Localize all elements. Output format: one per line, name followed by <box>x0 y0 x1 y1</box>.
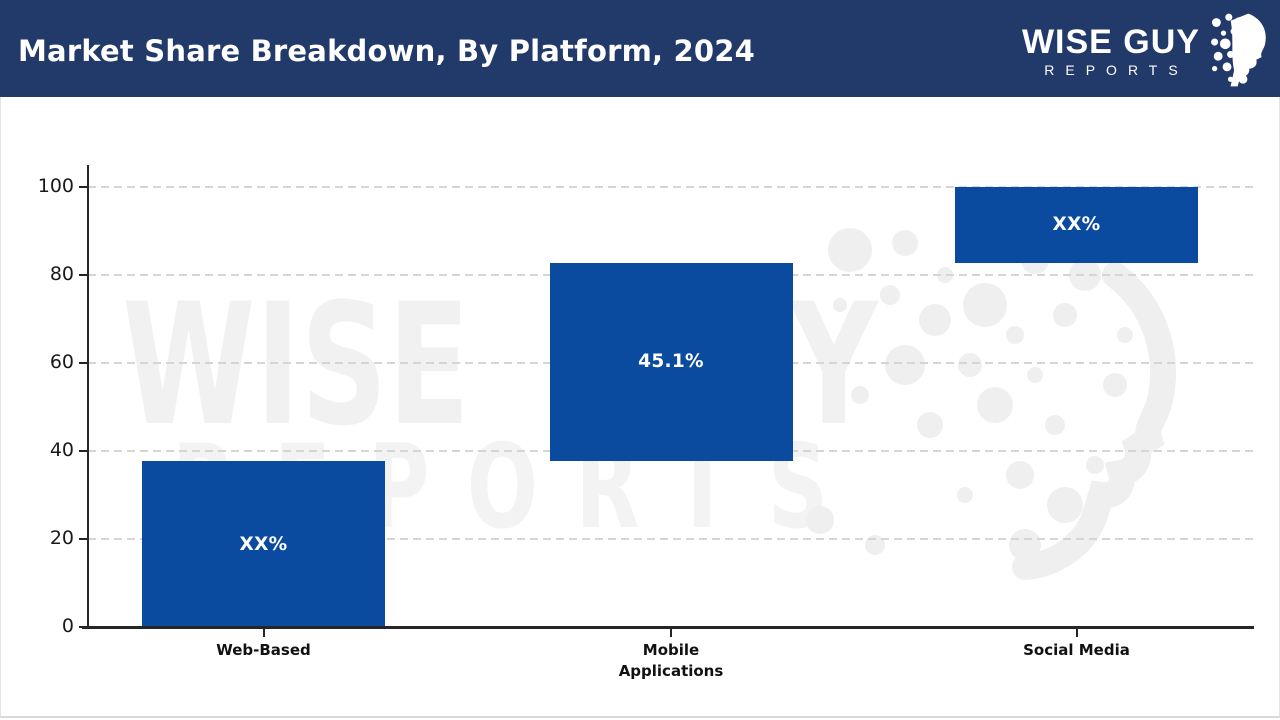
header-bar: Market Share Breakdown, By Platform, 202… <box>0 0 1280 97</box>
y-tick <box>79 186 87 188</box>
x-category-label: Mobile Applications <box>551 640 791 682</box>
x-category-label-line: Mobile <box>642 641 700 659</box>
head-profile-watermark-icon <box>806 228 1176 580</box>
x-category-label-line: Social Media <box>1023 641 1130 659</box>
watermark-letter: Y <box>790 267 878 463</box>
y-tick-label: 100 <box>37 175 74 197</box>
bar-value-label: XX% <box>239 533 288 555</box>
x-axis-line <box>82 626 1254 629</box>
waterfall-chart: 0 20 40 60 80 100 XX% 45.1% XX% Web-Based Mobile Ap… <box>0 97 1280 717</box>
logo-wordmark: WISE GUY <box>1021 22 1200 61</box>
y-tick-label: 20 <box>49 527 74 549</box>
gridline <box>88 186 1253 188</box>
x-category-label-line: Web-Based <box>216 641 311 659</box>
head-profile-logo-icon <box>1211 13 1266 87</box>
gridline <box>88 538 1253 540</box>
x-category-label: Social Media <box>957 640 1197 661</box>
bar-value-label: 45.1% <box>638 351 704 373</box>
logo-text: WISE GUY REPORTS <box>1022 23 1200 78</box>
chart-title: Market Share Breakdown, By Platform, 202… <box>18 34 756 68</box>
bar: XX% <box>142 461 385 627</box>
watermark-text: WISE <box>122 267 471 463</box>
y-tick <box>79 450 87 452</box>
y-tick-label: 0 <box>61 615 74 637</box>
logo-subtitle: REPORTS <box>1044 61 1189 78</box>
bar: 45.1% <box>549 262 793 462</box>
x-tick <box>670 629 672 637</box>
bar: XX% <box>955 187 1198 263</box>
x-category-label: Web-Based <box>144 640 384 661</box>
y-tick-label: 40 <box>49 439 74 461</box>
y-axis-line <box>87 165 89 628</box>
bottom-rule <box>0 716 1280 718</box>
x-tick <box>1075 629 1078 637</box>
y-tick-label: 60 <box>49 351 74 373</box>
x-tick <box>262 629 265 637</box>
y-tick <box>79 362 87 364</box>
x-category-label-line: Applications <box>618 662 724 680</box>
bar-value-label: XX% <box>1052 214 1101 236</box>
wise-guy-reports-logo: WISE GUY REPORTS <box>1022 6 1266 94</box>
left-rule <box>0 97 1 717</box>
y-tick <box>79 626 87 628</box>
y-tick <box>79 538 87 540</box>
y-tick <box>79 274 87 276</box>
y-tick-label: 80 <box>49 263 74 285</box>
